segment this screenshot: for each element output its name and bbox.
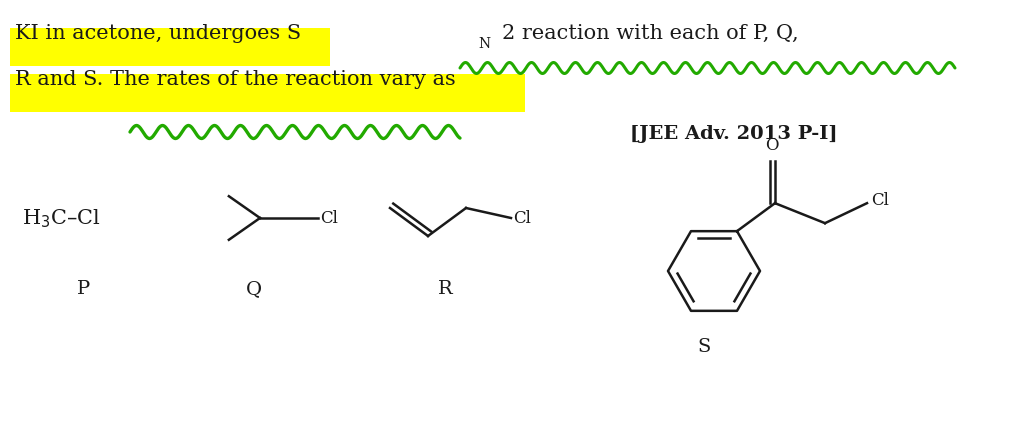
Text: R and S. The rates of the reaction vary as: R and S. The rates of the reaction vary … — [15, 70, 456, 89]
Text: Cl: Cl — [871, 191, 889, 208]
Text: S: S — [697, 337, 711, 355]
Text: N: N — [478, 37, 490, 51]
Text: [JEE Adv. 2013 P-I]: [JEE Adv. 2013 P-I] — [630, 125, 838, 143]
Text: Cl: Cl — [319, 210, 338, 227]
Bar — [10, 29, 330, 67]
Text: Cl: Cl — [513, 210, 530, 227]
Text: KI in acetone, undergoes S: KI in acetone, undergoes S — [15, 24, 301, 43]
Text: H$_3$C–Cl: H$_3$C–Cl — [22, 207, 100, 230]
Text: P: P — [78, 279, 91, 297]
Text: Q: Q — [246, 279, 262, 297]
Text: 2 reaction with each of P, Q,: 2 reaction with each of P, Q, — [502, 24, 799, 43]
Text: R: R — [437, 279, 453, 297]
Text: O: O — [766, 137, 779, 154]
Bar — [10, 75, 525, 113]
